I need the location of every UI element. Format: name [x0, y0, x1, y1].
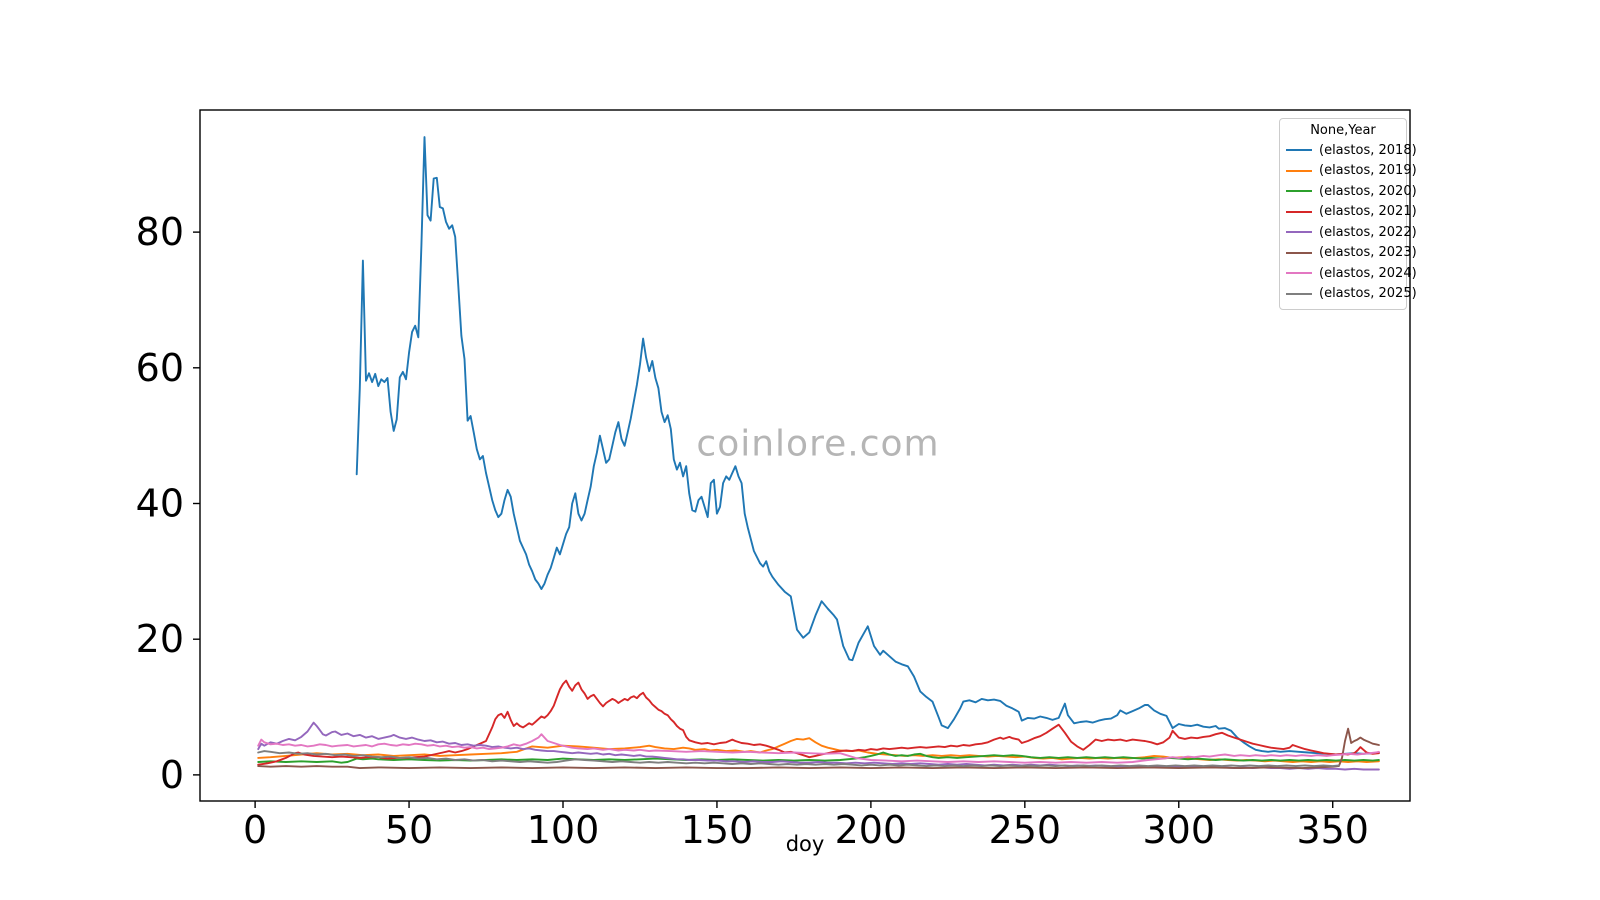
- x-tick-label: 0: [243, 808, 267, 852]
- x-tick-label: 300: [1143, 808, 1216, 852]
- series-line-2025: [257, 750, 1340, 768]
- legend-item-2019: (elastos, 2019): [1286, 161, 1417, 182]
- legend-line-swatch-2022: [1286, 231, 1312, 234]
- x-tick-label: 250: [989, 808, 1062, 852]
- x-tick-label: 100: [527, 808, 600, 852]
- legend-box: None,Year (elastos, 2018) (elastos, 2019…: [1279, 118, 1417, 310]
- legend-line-swatch-2019: [1286, 169, 1312, 172]
- series-line-2024: [257, 733, 1380, 764]
- legend-item-2023: (elastos, 2023): [1286, 243, 1417, 264]
- legend-title: None,Year: [1310, 123, 1376, 138]
- y-tick-label: 40: [136, 482, 184, 526]
- legend-line-swatch-2024: [1286, 272, 1312, 275]
- legend-item-2022: (elastos, 2022): [1286, 222, 1417, 243]
- series-line-2018: [355, 136, 1380, 756]
- legend-item-2018: (elastos, 2018): [1286, 140, 1417, 161]
- legend-item-2020: (elastos, 2020): [1286, 181, 1417, 202]
- legend-line-swatch-2018: [1286, 149, 1312, 152]
- legend-item-2024: (elastos, 2024): [1286, 263, 1417, 284]
- legend-line-swatch-2021: [1286, 210, 1312, 213]
- axes-frame: [199, 109, 1411, 802]
- x-tick-label: 350: [1296, 808, 1369, 852]
- x-axis-title: doy: [785, 832, 825, 856]
- legend-item-2025: (elastos, 2025): [1286, 284, 1417, 305]
- series-line-2023: [257, 727, 1380, 770]
- watermark-text: coinlore.com: [696, 423, 940, 465]
- legend-line-swatch-2020: [1286, 190, 1312, 193]
- x-tick-label: 50: [385, 808, 433, 852]
- y-tick-label: 0: [160, 753, 184, 797]
- x-tick-label: 150: [681, 808, 754, 852]
- legend-line-swatch-2023: [1286, 251, 1312, 254]
- series-line-2021: [257, 679, 1380, 766]
- legend-line-swatch-2025: [1286, 292, 1312, 295]
- x-tick-label: 200: [835, 808, 908, 852]
- y-tick-label: 60: [136, 346, 184, 390]
- y-tick-label: 80: [136, 210, 184, 254]
- legend-item-2021: (elastos, 2021): [1286, 202, 1417, 223]
- y-tick-label: 20: [136, 617, 184, 661]
